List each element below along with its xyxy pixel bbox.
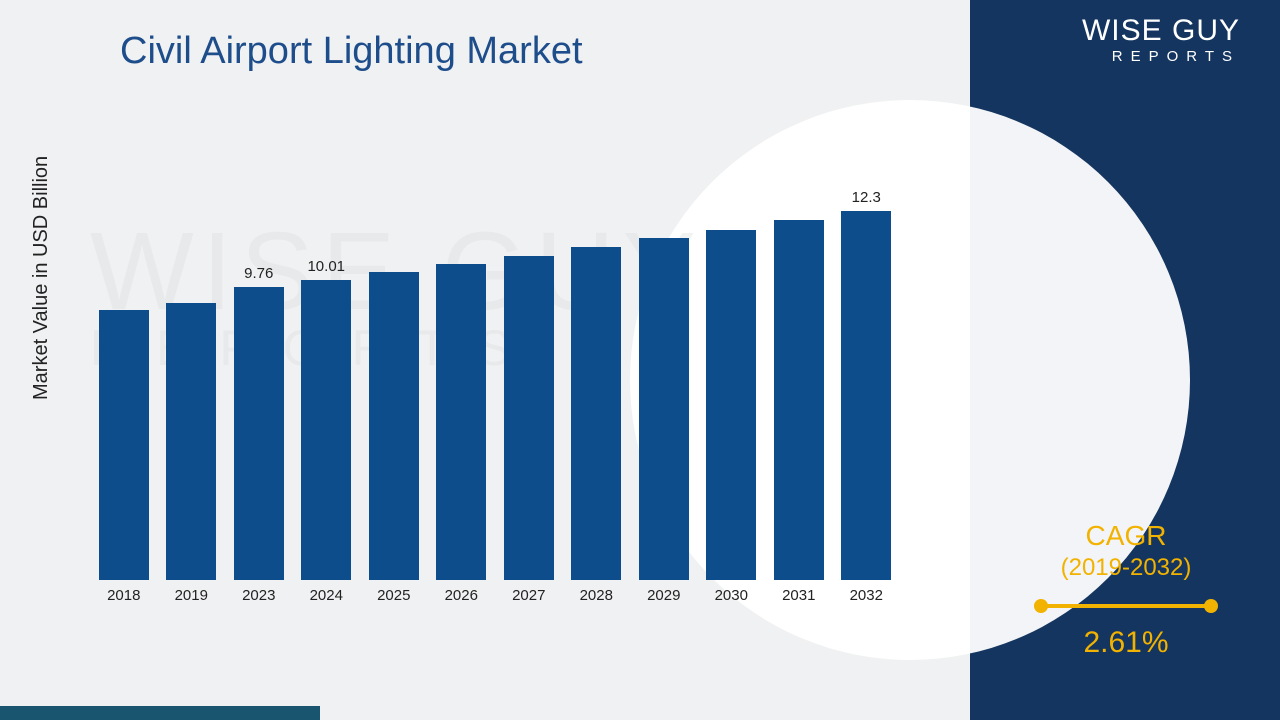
main-area: WISE GUY REPORTS Civil Airport Lighting … bbox=[0, 0, 970, 720]
x-tick-label: 2032 bbox=[841, 587, 891, 604]
x-tick-label: 2030 bbox=[706, 587, 756, 604]
x-tick-label: 2027 bbox=[504, 587, 554, 604]
logo-sub-text: REPORTS bbox=[1082, 48, 1240, 65]
chart-title: Civil Airport Lighting Market bbox=[120, 30, 583, 73]
bar-slot bbox=[774, 220, 824, 580]
bar-rect bbox=[369, 272, 419, 580]
bar-slot bbox=[369, 272, 419, 580]
bar-slot bbox=[99, 310, 149, 580]
bar-rect bbox=[571, 247, 621, 580]
bar-slot: 9.76 bbox=[234, 287, 284, 580]
x-tick-label: 2024 bbox=[301, 587, 351, 604]
logo-main-text: WISE GUY bbox=[1082, 14, 1240, 48]
x-tick-label: 2018 bbox=[99, 587, 149, 604]
x-tick-label: 2031 bbox=[774, 587, 824, 604]
x-tick-label: 2023 bbox=[234, 587, 284, 604]
bar-slot bbox=[436, 264, 486, 580]
cagr-period: (2019-2032) bbox=[996, 554, 1256, 582]
bar-rect bbox=[504, 256, 554, 580]
bar-slot bbox=[504, 256, 554, 580]
bar-rect bbox=[436, 264, 486, 580]
bar-value-label: 10.01 bbox=[307, 258, 345, 275]
bar-value-label: 9.76 bbox=[244, 265, 273, 282]
x-axis-labels: 2018 2019 2023 2024 2025 2026 2027 2028 2029 2030… bbox=[90, 587, 900, 604]
brand-logo: WISE GUY REPORTS bbox=[1082, 14, 1240, 65]
bar-slot: 10.01 bbox=[301, 280, 351, 580]
bar-chart: 9.76 10.01 12.3 bbox=[90, 160, 900, 580]
bar-rect bbox=[706, 230, 756, 580]
y-axis-label: Market Value in USD Billion bbox=[30, 156, 53, 400]
bar-rect bbox=[99, 310, 149, 580]
bar-value-label: 12.3 bbox=[852, 189, 881, 206]
bottom-accent-bar bbox=[0, 706, 320, 720]
bar-slot bbox=[166, 303, 216, 581]
bar-rect bbox=[639, 238, 689, 580]
bar-slot: 12.3 bbox=[841, 211, 891, 580]
cagr-value: 2.61% bbox=[996, 626, 1256, 660]
x-tick-label: 2028 bbox=[571, 587, 621, 604]
cagr-divider bbox=[1041, 604, 1211, 608]
bar-rect bbox=[301, 280, 351, 580]
bar-rect bbox=[234, 287, 284, 580]
bar-slot bbox=[706, 230, 756, 580]
bar-rect bbox=[774, 220, 824, 580]
x-tick-label: 2026 bbox=[436, 587, 486, 604]
x-tick-label: 2029 bbox=[639, 587, 689, 604]
cagr-label: CAGR bbox=[996, 520, 1256, 552]
cagr-block: CAGR (2019-2032) 2.61% bbox=[996, 520, 1256, 660]
bar-rect bbox=[841, 211, 891, 580]
bar-slot bbox=[571, 247, 621, 580]
bar-slot bbox=[639, 238, 689, 580]
bar-rect bbox=[166, 303, 216, 581]
x-tick-label: 2025 bbox=[369, 587, 419, 604]
x-tick-label: 2019 bbox=[166, 587, 216, 604]
